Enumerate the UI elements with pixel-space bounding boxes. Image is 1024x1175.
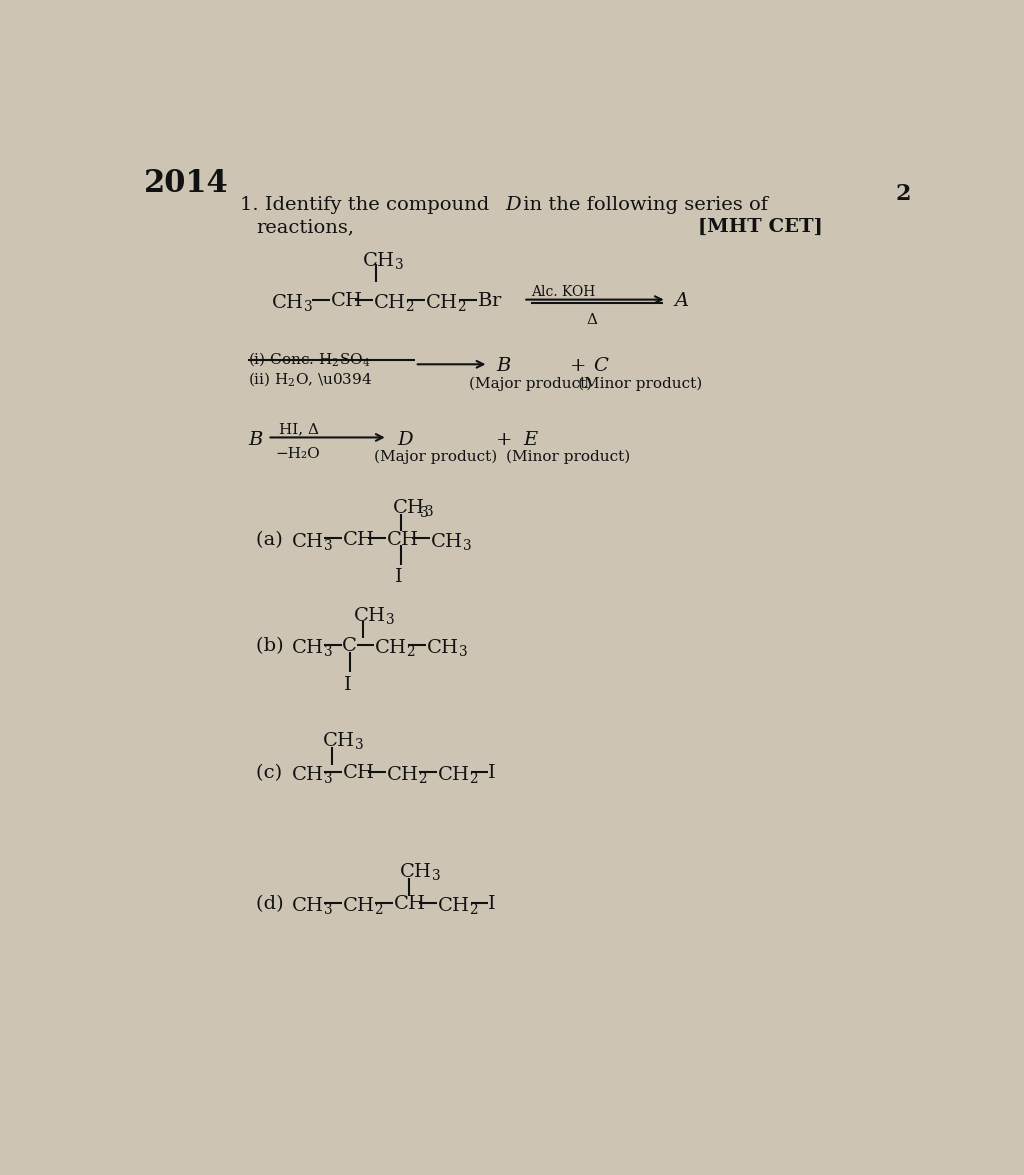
Text: (Major product): (Major product) <box>469 377 592 391</box>
Text: (a): (a) <box>256 531 289 549</box>
Text: C: C <box>593 357 608 375</box>
Text: (Minor product): (Minor product) <box>506 450 631 464</box>
Text: $\mathregular{CH_3}$: $\mathregular{CH_3}$ <box>291 531 333 551</box>
Text: 2: 2 <box>895 183 910 206</box>
Text: +: + <box>496 430 513 449</box>
Text: I: I <box>488 895 496 913</box>
Text: I: I <box>488 764 496 781</box>
Text: E: E <box>523 430 538 449</box>
Text: in the following series of: in the following series of <box>517 196 768 215</box>
Text: $\mathregular{CH_3}$: $\mathregular{CH_3}$ <box>322 730 364 751</box>
Text: $\mathregular{Br}$: $\mathregular{Br}$ <box>477 291 503 310</box>
Text: $\mathregular{CH_3}$: $\mathregular{CH_3}$ <box>271 291 313 313</box>
Text: $\mathregular{CH_3}$: $\mathregular{CH_3}$ <box>352 605 394 625</box>
Text: B: B <box>248 430 262 449</box>
Text: $\mathregular{CH_3}$: $\mathregular{CH_3}$ <box>362 250 403 271</box>
Text: B: B <box>496 357 511 375</box>
Text: I: I <box>343 676 351 694</box>
Text: D: D <box>506 196 521 215</box>
Text: (Major product): (Major product) <box>375 450 498 464</box>
Text: 1. Identify the compound: 1. Identify the compound <box>241 196 496 215</box>
Text: (c): (c) <box>256 764 288 781</box>
Text: (d): (d) <box>256 895 290 913</box>
Text: $\mathregular{CH}$: $\mathregular{CH}$ <box>330 291 362 310</box>
Text: 2014: 2014 <box>143 168 228 199</box>
Text: $\mathregular{CH_2}$: $\mathregular{CH_2}$ <box>425 291 466 313</box>
Text: $\mathregular{CH_2}$: $\mathregular{CH_2}$ <box>342 895 383 915</box>
Text: Δ: Δ <box>587 313 598 327</box>
Text: C: C <box>342 637 356 654</box>
Text: (i) Conc. $\mathregular{H_2SO_4}$: (i) Conc. $\mathregular{H_2SO_4}$ <box>248 350 371 368</box>
Text: $\mathregular{CH}$: $\mathregular{CH}$ <box>342 764 375 781</box>
Text: $\mathregular{CH_3}$: $\mathregular{CH_3}$ <box>291 764 333 785</box>
Text: (b): (b) <box>256 637 290 654</box>
Text: +: + <box>569 357 587 375</box>
Text: $\mathregular{CH_3}$: $\mathregular{CH_3}$ <box>391 497 433 518</box>
Text: $\mathregular{CH_3}$: $\mathregular{CH_3}$ <box>291 637 333 658</box>
Text: $\mathregular{CH}$: $\mathregular{CH}$ <box>393 895 426 913</box>
Text: [MHT CET]: [MHT CET] <box>697 219 822 236</box>
Text: 3: 3 <box>420 506 429 521</box>
Text: HI, Δ: HI, Δ <box>280 422 319 436</box>
Text: I: I <box>394 569 402 586</box>
Text: $\mathregular{CH_2}$: $\mathregular{CH_2}$ <box>437 764 478 785</box>
Text: (Minor product): (Minor product) <box>578 377 701 391</box>
Text: Alc. KOH: Alc. KOH <box>531 286 595 298</box>
Text: $\mathregular{CH_3}$: $\mathregular{CH_3}$ <box>291 895 333 915</box>
Text: A: A <box>675 291 688 310</box>
Text: $\mathregular{CH_2}$: $\mathregular{CH_2}$ <box>373 291 415 313</box>
Text: $\mathregular{CH}$: $\mathregular{CH}$ <box>342 531 375 549</box>
Text: $\mathregular{CH_3}$: $\mathregular{CH_3}$ <box>399 861 441 882</box>
Text: $\mathregular{CH}$: $\mathregular{CH}$ <box>386 531 419 549</box>
Text: $\mathregular{CH_2}$: $\mathregular{CH_2}$ <box>437 895 478 915</box>
Text: −H₂O: −H₂O <box>275 446 319 461</box>
Text: $\mathregular{CH_3}$: $\mathregular{CH_3}$ <box>430 531 472 551</box>
Text: $\mathregular{CH_2}$: $\mathregular{CH_2}$ <box>386 764 427 785</box>
Text: $\mathregular{CH_2}$: $\mathregular{CH_2}$ <box>375 637 416 658</box>
Text: (ii) $\mathregular{H_2}$O, \u0394: (ii) $\mathregular{H_2}$O, \u0394 <box>248 370 373 388</box>
Text: reactions,: reactions, <box>256 219 354 236</box>
Text: $\mathregular{CH_3}$: $\mathregular{CH_3}$ <box>426 637 467 658</box>
Text: D: D <box>397 430 414 449</box>
